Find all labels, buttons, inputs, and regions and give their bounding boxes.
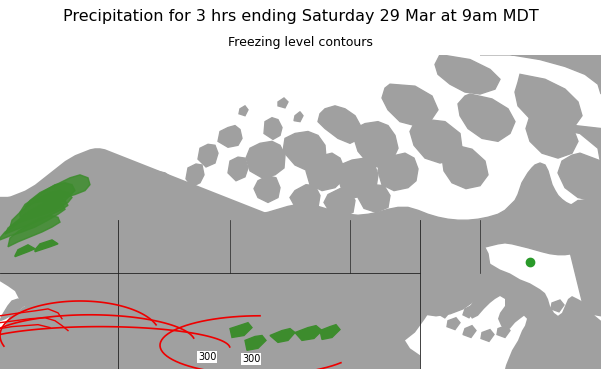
- Polygon shape: [228, 157, 248, 181]
- Polygon shape: [458, 94, 515, 141]
- Polygon shape: [378, 257, 392, 269]
- Polygon shape: [0, 299, 25, 321]
- Polygon shape: [318, 106, 362, 143]
- Polygon shape: [195, 213, 332, 263]
- Polygon shape: [0, 148, 601, 369]
- Polygon shape: [230, 323, 252, 338]
- Polygon shape: [15, 245, 35, 257]
- Polygon shape: [245, 335, 266, 350]
- Polygon shape: [308, 239, 321, 252]
- Polygon shape: [480, 55, 601, 94]
- Polygon shape: [338, 158, 378, 197]
- Polygon shape: [278, 98, 288, 108]
- Polygon shape: [435, 55, 500, 94]
- Polygon shape: [463, 306, 474, 318]
- Polygon shape: [5, 199, 68, 234]
- Polygon shape: [358, 254, 372, 266]
- Polygon shape: [410, 119, 462, 163]
- Polygon shape: [254, 176, 280, 203]
- Polygon shape: [558, 153, 601, 200]
- Polygon shape: [148, 231, 160, 242]
- Polygon shape: [354, 122, 398, 168]
- Polygon shape: [266, 305, 282, 316]
- Polygon shape: [324, 189, 355, 217]
- Polygon shape: [368, 305, 384, 316]
- Polygon shape: [270, 328, 295, 342]
- Polygon shape: [526, 109, 578, 158]
- Polygon shape: [10, 191, 72, 227]
- Polygon shape: [382, 84, 438, 125]
- Polygon shape: [497, 325, 510, 338]
- Polygon shape: [25, 175, 90, 207]
- Polygon shape: [378, 300, 389, 312]
- Polygon shape: [386, 217, 490, 316]
- Polygon shape: [8, 215, 60, 247]
- Polygon shape: [551, 300, 564, 312]
- Polygon shape: [320, 325, 340, 339]
- Polygon shape: [0, 163, 601, 255]
- Polygon shape: [268, 241, 281, 254]
- Polygon shape: [398, 254, 412, 266]
- Polygon shape: [328, 237, 341, 250]
- Polygon shape: [308, 309, 324, 321]
- Polygon shape: [555, 125, 601, 165]
- Polygon shape: [239, 106, 248, 116]
- Polygon shape: [378, 153, 418, 191]
- Polygon shape: [338, 249, 352, 262]
- Polygon shape: [515, 74, 582, 131]
- Polygon shape: [306, 153, 344, 191]
- Polygon shape: [186, 164, 204, 187]
- Polygon shape: [290, 185, 320, 212]
- Polygon shape: [328, 309, 344, 321]
- Polygon shape: [463, 325, 476, 338]
- Polygon shape: [248, 237, 260, 250]
- Polygon shape: [248, 301, 265, 313]
- Polygon shape: [218, 125, 242, 147]
- Polygon shape: [358, 185, 390, 212]
- Polygon shape: [288, 241, 301, 254]
- Polygon shape: [35, 240, 58, 252]
- Polygon shape: [264, 118, 282, 139]
- Polygon shape: [163, 225, 175, 235]
- Polygon shape: [198, 144, 218, 167]
- Polygon shape: [413, 251, 427, 263]
- Text: 300: 300: [242, 354, 260, 364]
- Polygon shape: [442, 145, 488, 189]
- Polygon shape: [288, 307, 304, 319]
- Polygon shape: [294, 112, 303, 122]
- Polygon shape: [295, 325, 322, 341]
- Polygon shape: [348, 307, 364, 319]
- Polygon shape: [283, 131, 326, 171]
- Polygon shape: [246, 141, 285, 178]
- Text: Freezing level contours: Freezing level contours: [228, 36, 373, 49]
- Polygon shape: [568, 197, 601, 240]
- Text: Precipitation for 3 hrs ending Saturday 29 Mar at 9am MDT: Precipitation for 3 hrs ending Saturday …: [63, 9, 538, 24]
- Polygon shape: [570, 217, 601, 316]
- Text: 300: 300: [198, 352, 216, 362]
- Polygon shape: [20, 183, 75, 217]
- Polygon shape: [481, 330, 494, 341]
- Polygon shape: [0, 203, 65, 240]
- Polygon shape: [447, 318, 460, 330]
